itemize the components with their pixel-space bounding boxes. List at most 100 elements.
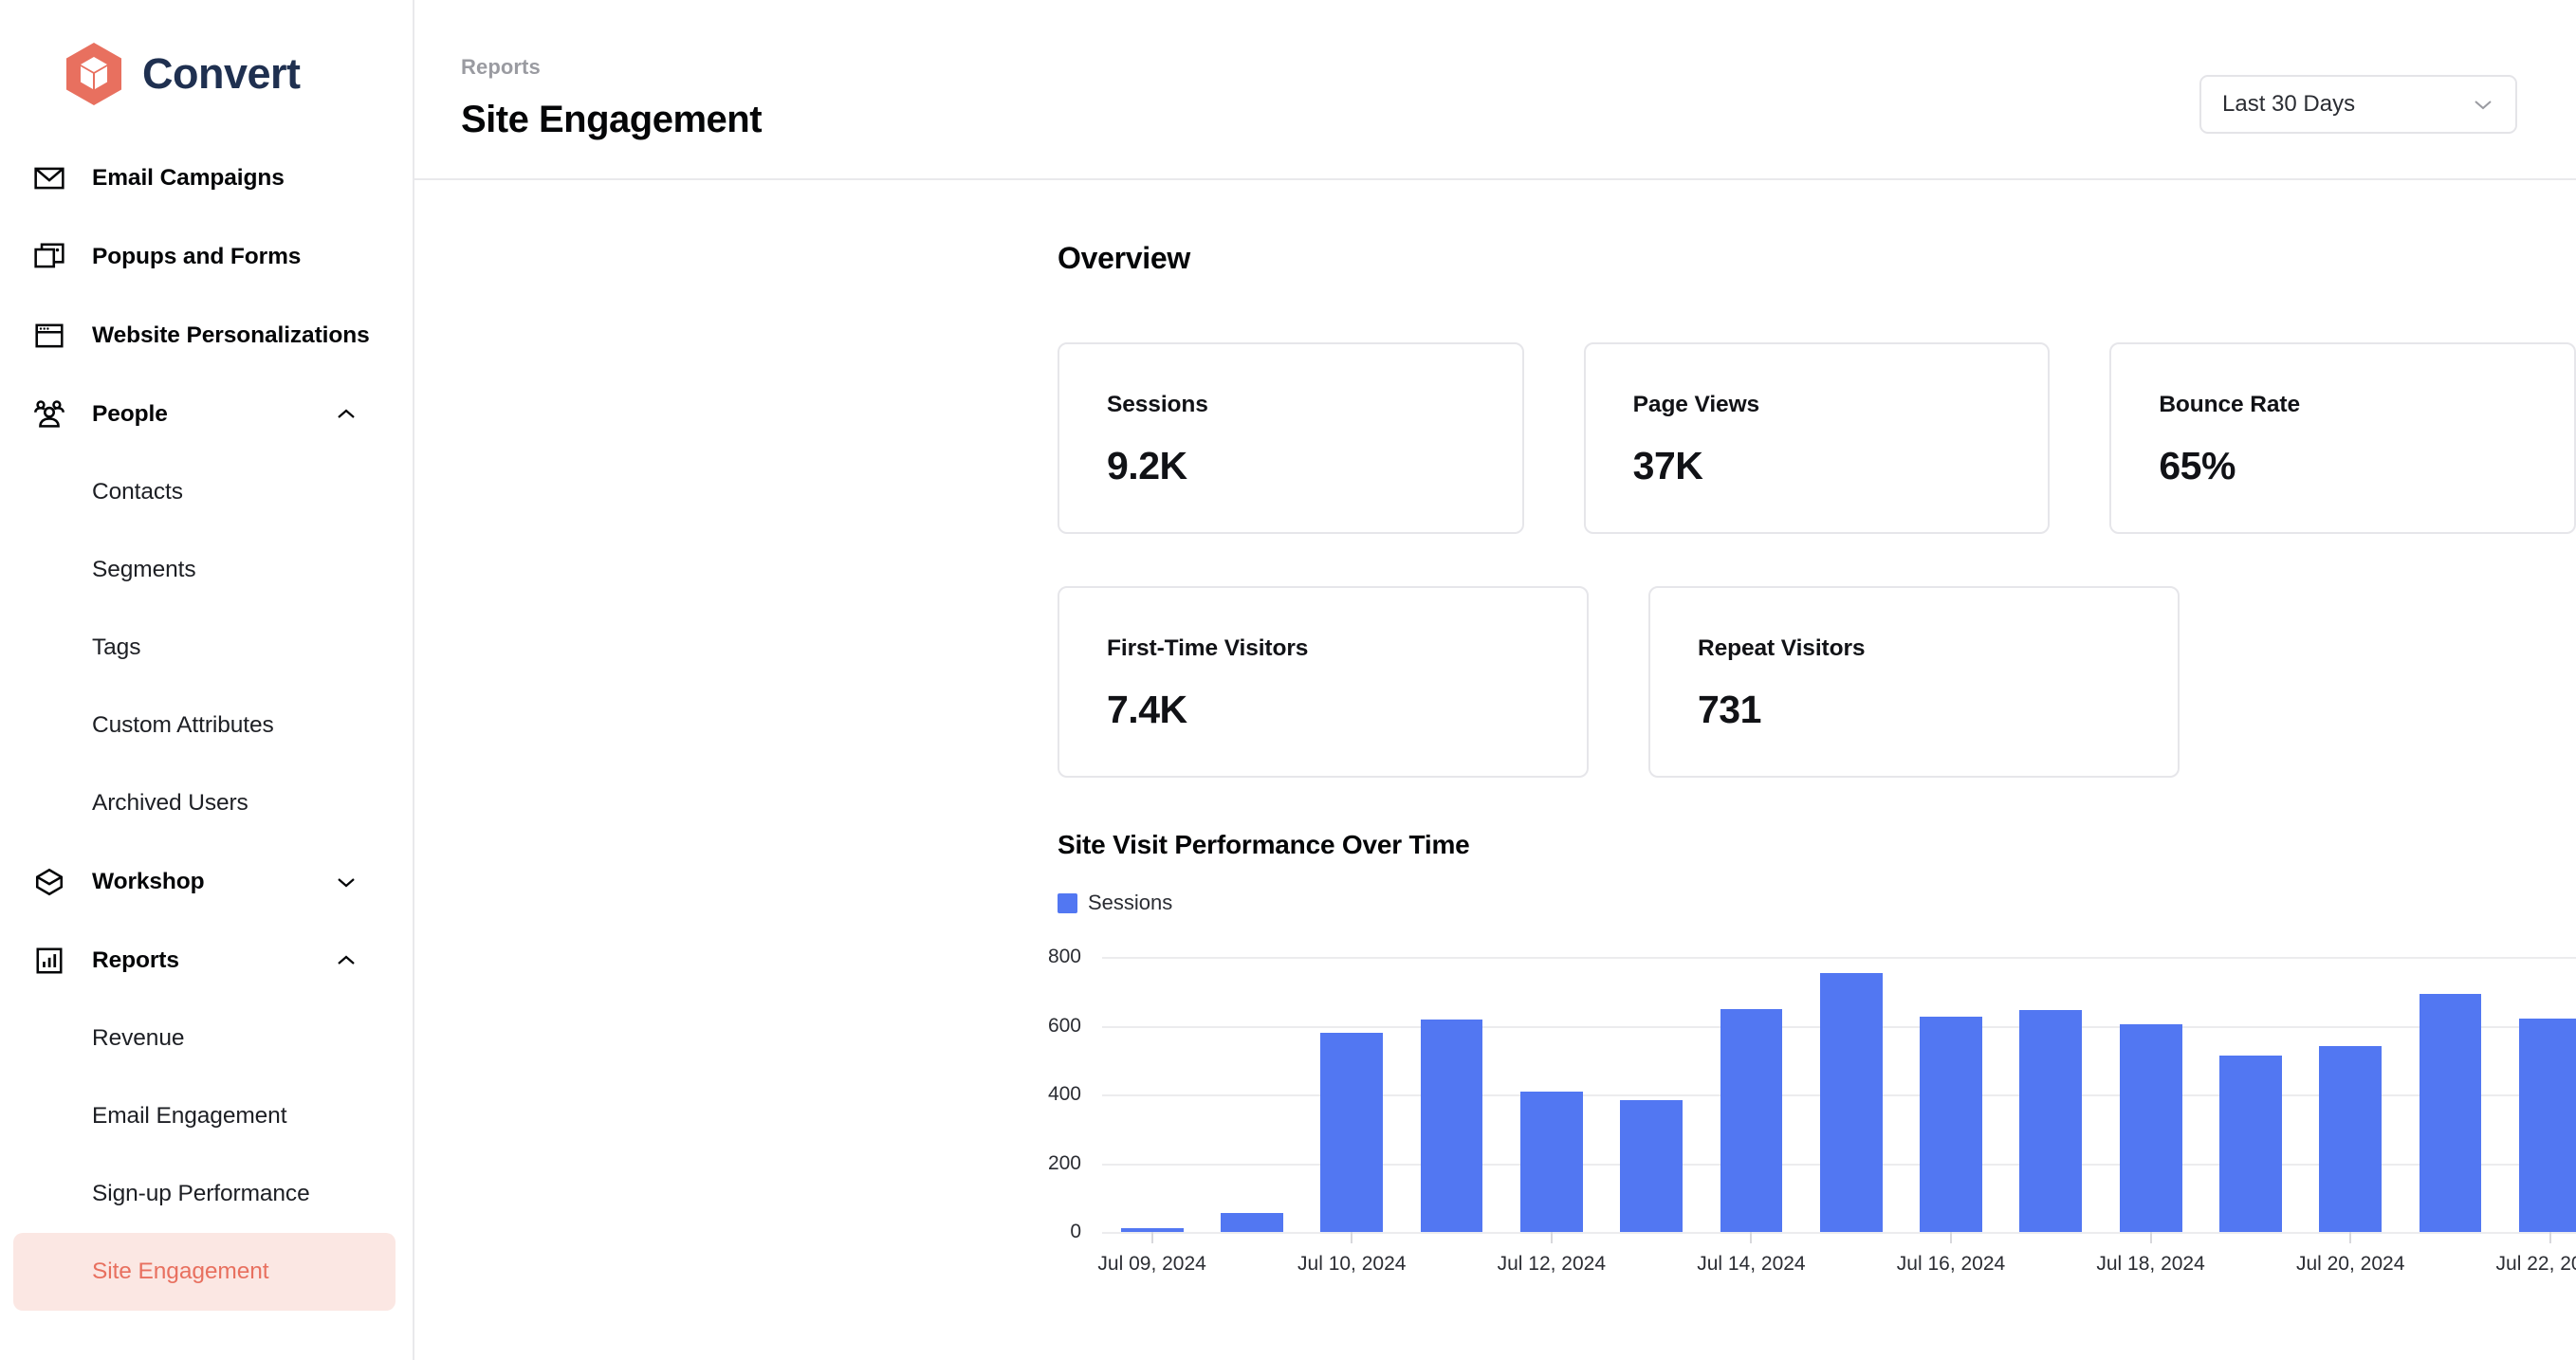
sidebar-item-reports[interactable]: Reports — [0, 921, 413, 1000]
chart-bar-slot — [2001, 957, 2101, 1232]
metric-value: 37K — [1632, 444, 1703, 487]
metric-card-row-1: Sessions 9.2K Page Views 37K Bounce Rate… — [1058, 342, 2576, 534]
sidebar-item-label: Website Personalizations — [92, 322, 370, 348]
sidebar-item-email-engagement[interactable]: Email Engagement — [13, 1077, 396, 1155]
chart-x-tick-mark — [2149, 1232, 2152, 1243]
sidebar-item-email-campaigns[interactable]: Email Campaigns — [0, 138, 413, 217]
convert-cube-logo-icon — [64, 42, 123, 106]
chart-title: Site Visit Performance Over Time — [1058, 830, 1470, 859]
chart-bar-slot — [1901, 957, 2000, 1232]
sidebar-item-label: Revenue — [92, 1025, 185, 1051]
chart-bars — [1102, 957, 2576, 1232]
metric-label: Page Views — [1632, 392, 1760, 417]
sidebar-item-revenue[interactable]: Revenue — [13, 1000, 396, 1077]
site-visit-chart: Site Visit Performance Over Time Session… — [1048, 830, 2576, 1285]
metric-label: First-Time Visitors — [1107, 635, 1309, 661]
metric-value: 7.4K — [1107, 688, 1187, 731]
sidebar-item-popups-and-forms[interactable]: Popups and Forms — [0, 217, 413, 296]
sidebar-item-custom-attributes[interactable]: Custom Attributes — [13, 687, 396, 764]
chart-bar[interactable] — [2319, 1046, 2383, 1232]
chart-bar-slot — [1202, 957, 1301, 1232]
chart-bar[interactable] — [1819, 973, 1883, 1232]
report-inner: Overview Sessions 9.2K Page Views 37K Bo… — [414, 241, 2576, 1285]
sidebar-item-label: People — [92, 400, 168, 427]
chart-bar[interactable] — [1920, 1017, 1982, 1232]
chart-x-tick-label: Jul 20, 2024 — [2295, 1253, 2405, 1275]
sidebar-item-label: Email Engagement — [92, 1103, 287, 1129]
sidebar-item-site-engagement[interactable]: Site Engagement — [13, 1233, 396, 1311]
chevron-up-icon[interactable] — [334, 948, 359, 973]
chart-x-tick-label: Jul 12, 2024 — [1497, 1253, 1607, 1275]
chart-bar[interactable] — [1519, 1092, 1583, 1232]
sidebar-item-label: Site Engagement — [92, 1259, 269, 1284]
chart-bar[interactable] — [1720, 1009, 1783, 1232]
chart-gridline — [1102, 957, 2576, 959]
chart-y-tick-label: 600 — [1047, 1014, 1081, 1037]
sidebar-item-label: Workshop — [92, 868, 205, 894]
sidebar: Convert Email Campaigns — [0, 0, 414, 1360]
metric-card-first-time-visitors[interactable]: First-Time Visitors 7.4K — [1058, 586, 1589, 778]
metric-value: 65% — [2159, 444, 2236, 487]
people-group-icon — [28, 394, 70, 435]
sidebar-item-website-personalizations[interactable]: Website Personalizations — [0, 296, 413, 375]
chart-x-tick-mark — [1950, 1232, 1952, 1243]
metric-card-bounce-rate[interactable]: Bounce Rate 65% — [2109, 342, 2576, 534]
sidebar-item-label: Popups and Forms — [92, 243, 302, 269]
chart-plot-area: 0 200 400 600 800 — [1048, 946, 2576, 1242]
chevron-up-icon[interactable] — [334, 402, 359, 427]
chart-bar[interactable] — [2019, 1010, 2083, 1232]
chart-x-tick-label: Jul 22, 2024 — [2495, 1253, 2576, 1275]
chart-y-tick-label: 400 — [1047, 1083, 1081, 1105]
metric-value: 731 — [1698, 688, 1761, 731]
chart-bar-slot — [1302, 957, 1402, 1232]
sidebar-item-signup-performance[interactable]: Sign-up Performance — [13, 1155, 396, 1233]
sidebar-item-segments[interactable]: Segments — [13, 531, 396, 609]
sidebar-item-archived-users[interactable]: Archived Users — [13, 764, 396, 842]
chevron-down-icon[interactable] — [334, 870, 359, 894]
metric-label: Repeat Visitors — [1698, 635, 1866, 661]
brand-logo[interactable]: Convert — [0, 0, 413, 112]
chart-gridline — [1102, 1232, 2576, 1234]
chart-bar[interactable] — [1420, 1020, 1483, 1232]
sidebar-item-label: Reports — [92, 946, 179, 973]
chart-bar-slot — [2401, 957, 2500, 1232]
chart-bar[interactable] — [2518, 1018, 2576, 1232]
chart-bar-slot — [2200, 957, 2300, 1232]
chart-x-tick-mark — [2548, 1232, 2551, 1243]
chart-bar[interactable] — [1320, 1032, 1384, 1232]
sidebar-item-label: Email Campaigns — [92, 164, 285, 191]
chart-x-tick-mark — [2349, 1232, 2352, 1243]
chart-y-tick-label: 0 — [1070, 1221, 1081, 1242]
chart-bar[interactable] — [1620, 1100, 1684, 1232]
chart-bar[interactable] — [1221, 1213, 1283, 1232]
chart-bar[interactable] — [2119, 1023, 2182, 1232]
chart-x-tick-mark — [1150, 1232, 1153, 1243]
metric-label: Sessions — [1107, 392, 1208, 417]
sidebar-item-tags[interactable]: Tags — [13, 609, 396, 687]
chart-bar-slot — [1801, 957, 1901, 1232]
chart-x-tick-label: Jul 14, 2024 — [1697, 1253, 1806, 1275]
chart-x-tick-label: Jul 09, 2024 — [1097, 1253, 1206, 1275]
sidebar-item-workshop[interactable]: Workshop — [0, 842, 413, 921]
chart-x-tick-label: Jul 10, 2024 — [1297, 1253, 1407, 1275]
chart-bar[interactable] — [2219, 1056, 2282, 1232]
sidebar-item-people[interactable]: People — [0, 375, 413, 453]
metric-card-page-views[interactable]: Page Views 37K — [1583, 342, 2051, 534]
chart-bar[interactable] — [2419, 993, 2482, 1232]
metric-value: 9.2K — [1107, 444, 1187, 487]
sidebar-item-label: Sign-up Performance — [92, 1181, 310, 1206]
chart-x-tick-mark — [1550, 1232, 1553, 1243]
sidebar-item-contacts[interactable]: Contacts — [13, 453, 396, 531]
chart-x-tick-mark — [1351, 1232, 1353, 1243]
sidebar-nav: Email Campaigns Popups and Forms — [0, 112, 413, 1311]
chart-bar-slot — [1501, 957, 1601, 1232]
breadcrumb[interactable]: Reports — [461, 55, 541, 79]
date-range-select[interactable]: Last 30 Days — [2199, 75, 2517, 134]
metric-card-sessions[interactable]: Sessions 9.2K — [1058, 342, 1524, 534]
report-body: Overview Sessions 9.2K Page Views 37K Bo… — [414, 180, 2576, 1285]
chart-bar-slot — [2301, 957, 2401, 1232]
metric-card-repeat-visitors[interactable]: Repeat Visitors 731 — [1648, 586, 2180, 778]
brand-name: Convert — [142, 49, 301, 98]
chart-bar[interactable] — [1120, 1228, 1184, 1232]
